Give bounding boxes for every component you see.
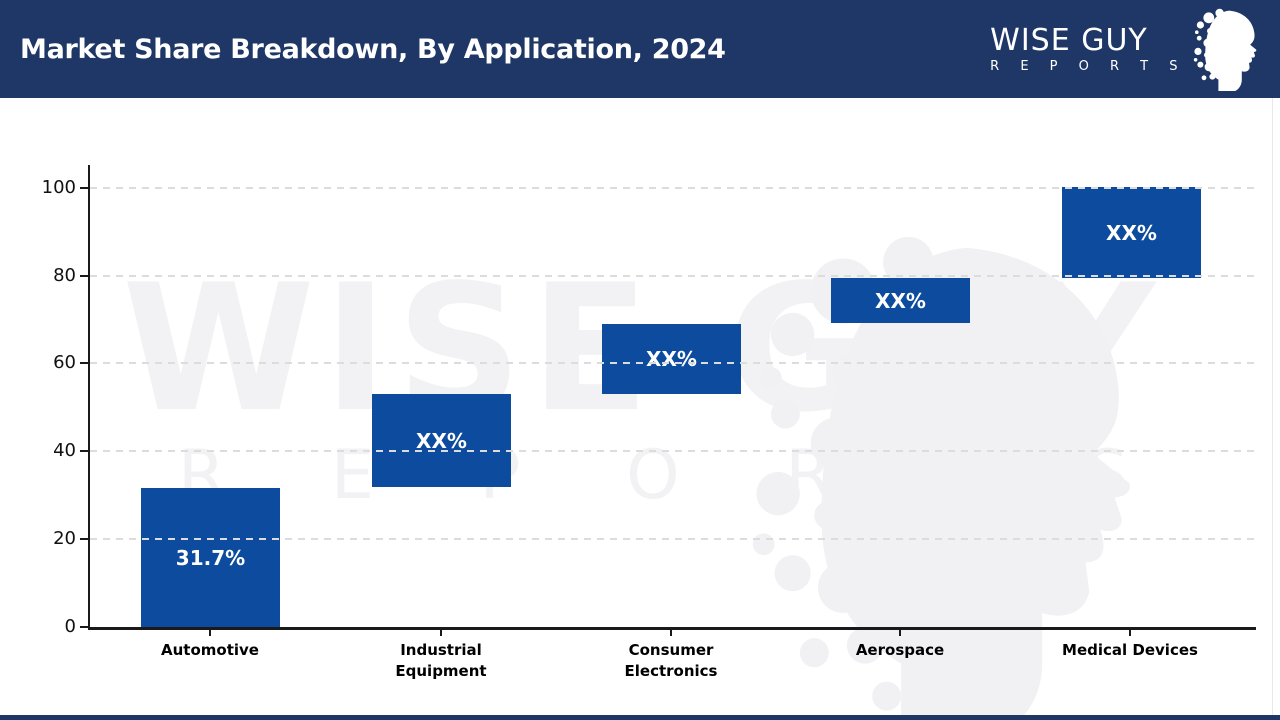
brand-logo-name: WISE GUY <box>990 23 1148 58</box>
category-line: Equipment <box>395 662 487 680</box>
y-tickmark-80 <box>80 275 88 277</box>
x-tickmark-medical <box>1129 629 1131 636</box>
y-tickmark-60 <box>80 362 88 364</box>
x-category-label-aerospace: Aerospace <box>780 640 1020 661</box>
bar-medical-devices: XX% <box>1062 187 1201 278</box>
header-bar: Market Share Breakdown, By Application, … <box>0 0 1280 98</box>
x-tickmark-automotive <box>209 629 211 636</box>
y-tick-label-20: 20 <box>53 528 76 549</box>
bar-aerospace: XX% <box>831 278 970 323</box>
bar-value-label: XX% <box>875 288 926 313</box>
bar-value-label: 31.7% <box>175 545 246 570</box>
category-line: Aerospace <box>855 641 945 659</box>
x-axis-line <box>88 627 1256 630</box>
y-tickmark-40 <box>80 450 88 452</box>
x-category-label-industrial-equipment: Industrial Equipment <box>321 640 561 682</box>
category-line: Electronics <box>624 662 718 680</box>
x-category-label-medical-devices: Medical Devices <box>1010 640 1250 661</box>
brand-logo-head-icon <box>1193 8 1257 91</box>
gridline-60 <box>90 362 1256 364</box>
bar-industrial-equipment: XX% <box>372 394 511 487</box>
bar-value-label: XX% <box>416 428 467 453</box>
gridline-20 <box>90 538 1256 540</box>
gridline-100 <box>90 187 1256 189</box>
y-tickmark-20 <box>80 538 88 540</box>
y-tick-label-0: 0 <box>64 616 76 637</box>
category-line: Consumer <box>628 641 714 659</box>
category-line: Medical Devices <box>1062 641 1198 659</box>
brand-logo-text: WISE GUY R E P O R T S <box>990 24 1186 74</box>
x-tickmark-aerospace <box>899 629 901 636</box>
x-tickmark-industrial <box>440 629 442 636</box>
x-category-label-automotive: Automotive <box>90 640 330 661</box>
brand-logo-subtitle: R E P O R T S <box>990 59 1186 74</box>
y-tick-label-60: 60 <box>53 352 76 373</box>
category-line: Industrial <box>400 641 482 659</box>
gridline-80 <box>90 275 1256 277</box>
bar-value-label: XX% <box>646 347 697 371</box>
y-tickmark-100 <box>80 187 88 189</box>
x-tickmark-consumer <box>670 629 672 636</box>
bar-value-label: XX% <box>1106 220 1157 245</box>
bar-automotive: 31.7% <box>141 488 280 627</box>
watermark-head-icon <box>752 236 1130 720</box>
category-line: Automotive <box>161 641 259 659</box>
brand-logo: WISE GUY R E P O R T S <box>990 7 1280 91</box>
gridline-40 <box>90 450 1256 452</box>
x-category-label-consumer-electronics: Consumer Electronics <box>551 640 791 682</box>
y-axis-line <box>88 165 90 629</box>
y-tickmark-0 <box>80 626 88 628</box>
bar-consumer-electronics: XX% <box>602 324 741 394</box>
y-tick-label-80: 80 <box>53 265 76 286</box>
y-tick-label-100: 100 <box>41 177 76 198</box>
y-tick-label-40: 40 <box>53 440 76 461</box>
footer-bar <box>0 715 1280 720</box>
page-title: Market Share Breakdown, By Application, … <box>20 33 726 65</box>
plot-right-border <box>1272 98 1273 715</box>
